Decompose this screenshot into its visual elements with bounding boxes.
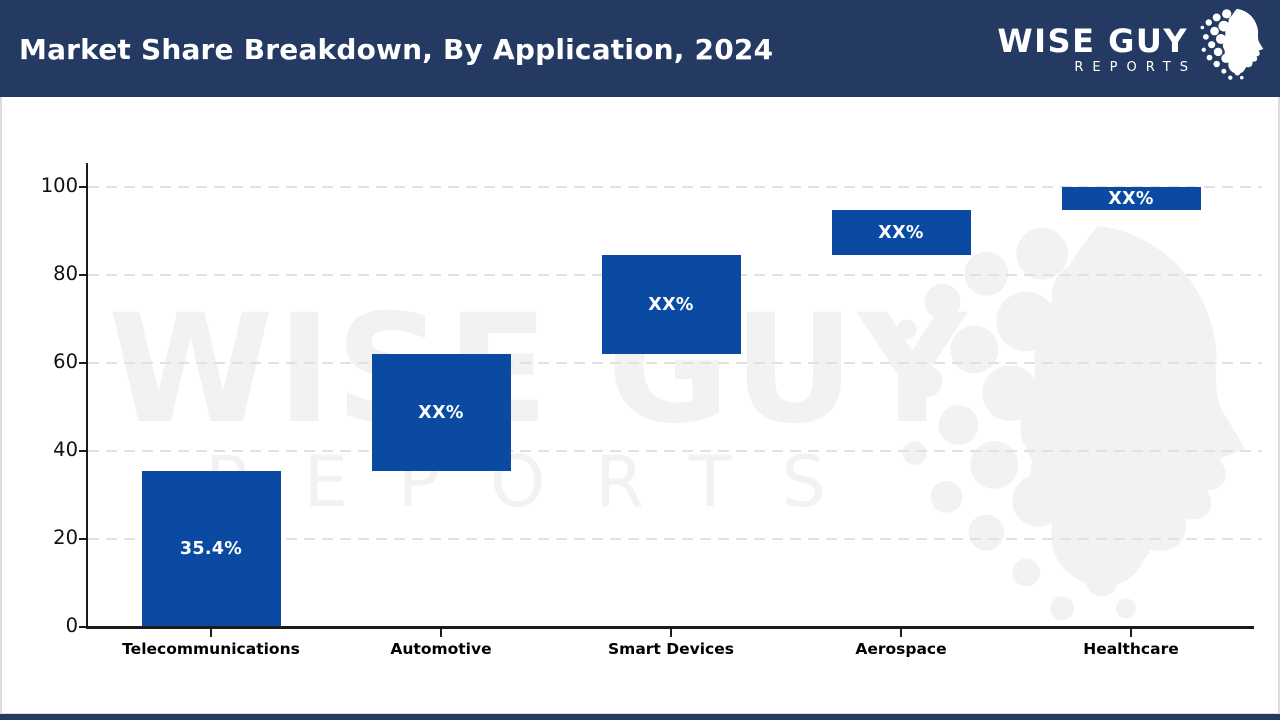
y-tick-mark-0 [79, 626, 87, 628]
bar-value-label: XX% [1108, 188, 1154, 209]
bar-value-label: XX% [648, 294, 694, 315]
gridline-40 [88, 450, 1262, 452]
y-tick-mark-40 [79, 450, 87, 452]
x-tick-mark-1 [440, 629, 442, 637]
x-tick-label-3: Aerospace [855, 640, 947, 658]
wise-guy-head-icon [1194, 6, 1268, 92]
gridline-60 [88, 362, 1262, 364]
bar-telecommunications: 35.4% [141, 471, 281, 627]
page-title: Market Share Breakdown, By Application, … [19, 33, 774, 66]
bar-value-label: 35.4% [179, 539, 243, 560]
bar-automotive: XX% [371, 354, 511, 472]
y-tick-label-40: 40 [53, 438, 78, 461]
header: Market Share Breakdown, By Application, … [0, 0, 1280, 97]
bar-value-label: XX% [418, 402, 464, 423]
y-tick-label-60: 60 [53, 350, 78, 373]
x-tick-mark-4 [1130, 629, 1132, 637]
y-tick-label-0: 0 [65, 614, 78, 637]
logo-subtext: REPORTS [1074, 59, 1197, 75]
x-axis-line [86, 626, 1254, 629]
wise-guy-logo: WISE GUY REPORTS [997, 5, 1268, 93]
y-axis-line [86, 163, 88, 629]
logo-wordmark: WISE GUY [997, 21, 1188, 60]
watermark-subtext: REPORTS [205, 441, 876, 523]
footer-bar [0, 714, 1280, 720]
gridline-100 [88, 186, 1262, 188]
bar-healthcare: XX% [1061, 187, 1201, 211]
y-tick-mark-80 [79, 274, 87, 276]
x-tick-label-2: Smart Devices [608, 640, 734, 658]
bar-value-label: XX% [878, 222, 924, 243]
logo-text: WISE GUY REPORTS [997, 24, 1188, 75]
y-tick-mark-60 [79, 362, 87, 364]
y-tick-mark-100 [79, 186, 87, 188]
y-tick-mark-20 [79, 538, 87, 540]
x-tick-mark-0 [210, 629, 212, 637]
x-tick-mark-3 [900, 629, 902, 637]
y-tick-label-20: 20 [53, 526, 78, 549]
bar-aerospace: XX% [831, 210, 971, 256]
watermark-wordmark: WISE GUY [108, 283, 970, 457]
y-tick-label-100: 100 [40, 174, 78, 197]
gridline-20 [88, 538, 1262, 540]
x-tick-label-1: Automotive [390, 640, 492, 658]
watermark-head-icon [866, 210, 1266, 688]
x-tick-mark-2 [670, 629, 672, 637]
x-tick-label-0: Telecommunications [122, 640, 300, 658]
x-tick-label-4: Healthcare [1083, 640, 1179, 658]
y-tick-label-80: 80 [53, 262, 78, 285]
bar-smart-devices: XX% [601, 255, 741, 355]
